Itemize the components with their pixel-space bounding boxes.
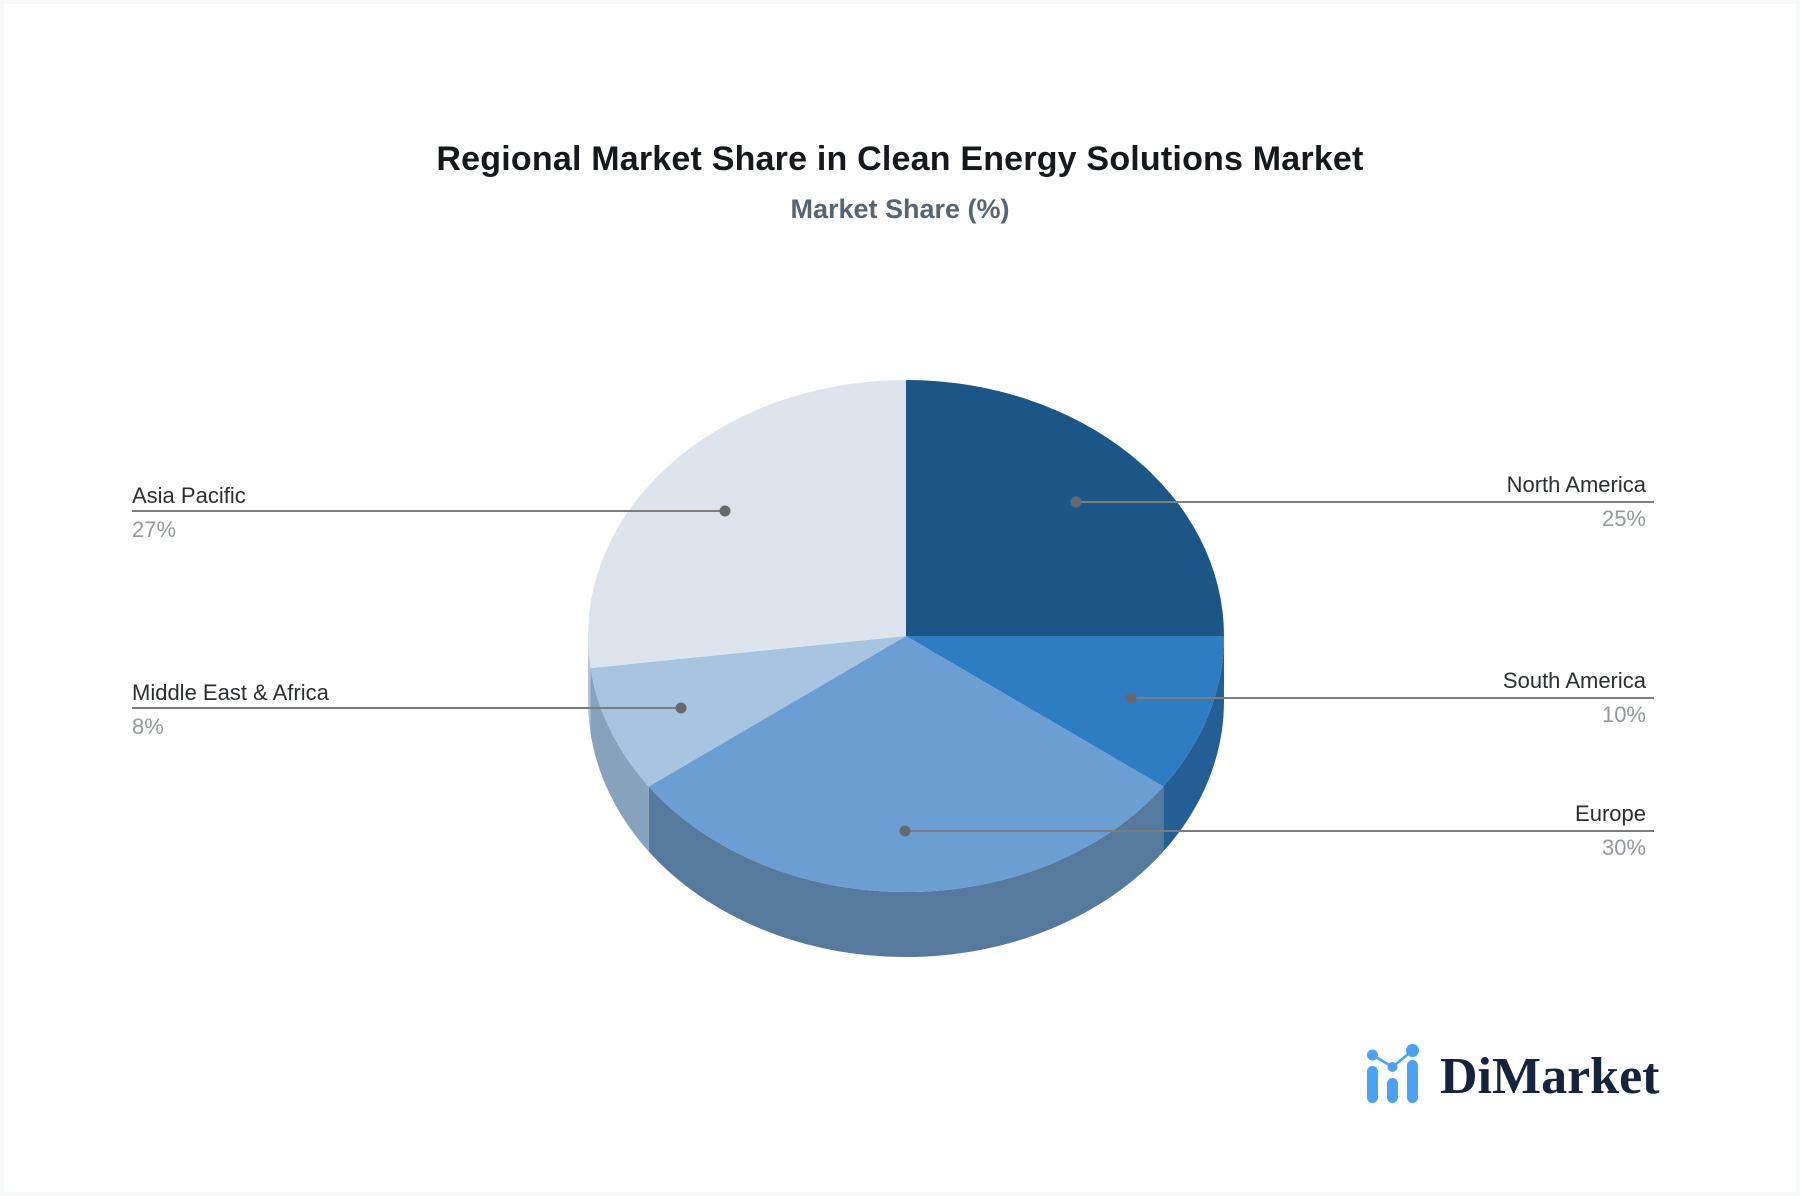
leader-dot-asia-pacific (719, 505, 731, 517)
callout-north-america: North America 25% (1507, 472, 1646, 532)
slice-label: North America (1506, 472, 1646, 497)
callout-europe: Europe 30% (1575, 801, 1646, 861)
pie-slice-south-america[interactable] (906, 636, 1224, 787)
bar-chart-logo-icon (1367, 1044, 1419, 1103)
pie-slice-asia-pacific[interactable] (588, 380, 906, 669)
pie-slice-middle-east-africa[interactable] (590, 636, 906, 787)
chart-subtitle: Market Share (%) (790, 194, 1010, 224)
callout-middle-east-africa: Middle East & Africa 8% (132, 680, 329, 740)
dimarket-logo[interactable]: DiMarket (1364, 1044, 1659, 1106)
leader-dot-europe (899, 825, 911, 837)
pie-rim-south-america (1163, 636, 1224, 852)
slice-percent: 27% (132, 517, 177, 542)
slice-label: Middle East & Africa (132, 680, 329, 705)
callout-south-america: South America 10% (1503, 668, 1646, 728)
logo-text: DiMarket (1440, 1048, 1660, 1105)
chart-title: Regional Market Share in Clean Energy So… (436, 140, 1364, 178)
pie-slice-europe[interactable] (648, 636, 1164, 893)
pie-rim-middle-east-africa (590, 668, 649, 852)
slice-percent: 10% (1601, 702, 1646, 727)
slice-label: Europe (1575, 801, 1646, 826)
pie-slice-north-america[interactable] (906, 380, 1224, 636)
slice-percent: 8% (132, 714, 164, 739)
leader-dot-middle-east-africa (675, 702, 687, 714)
pie-rim-europe (648, 786, 1164, 958)
leader-dot-north-america (1070, 496, 1082, 508)
slice-percent: 30% (1601, 835, 1646, 860)
pie-chart-canvas (132, 380, 1654, 958)
slice-label: Asia Pacific (132, 483, 246, 508)
slice-percent: 25% (1601, 506, 1646, 531)
leader-dot-south-america (1125, 692, 1137, 704)
slice-label: South America (1502, 668, 1646, 693)
callout-asia-pacific: Asia Pacific 27% (132, 483, 246, 543)
